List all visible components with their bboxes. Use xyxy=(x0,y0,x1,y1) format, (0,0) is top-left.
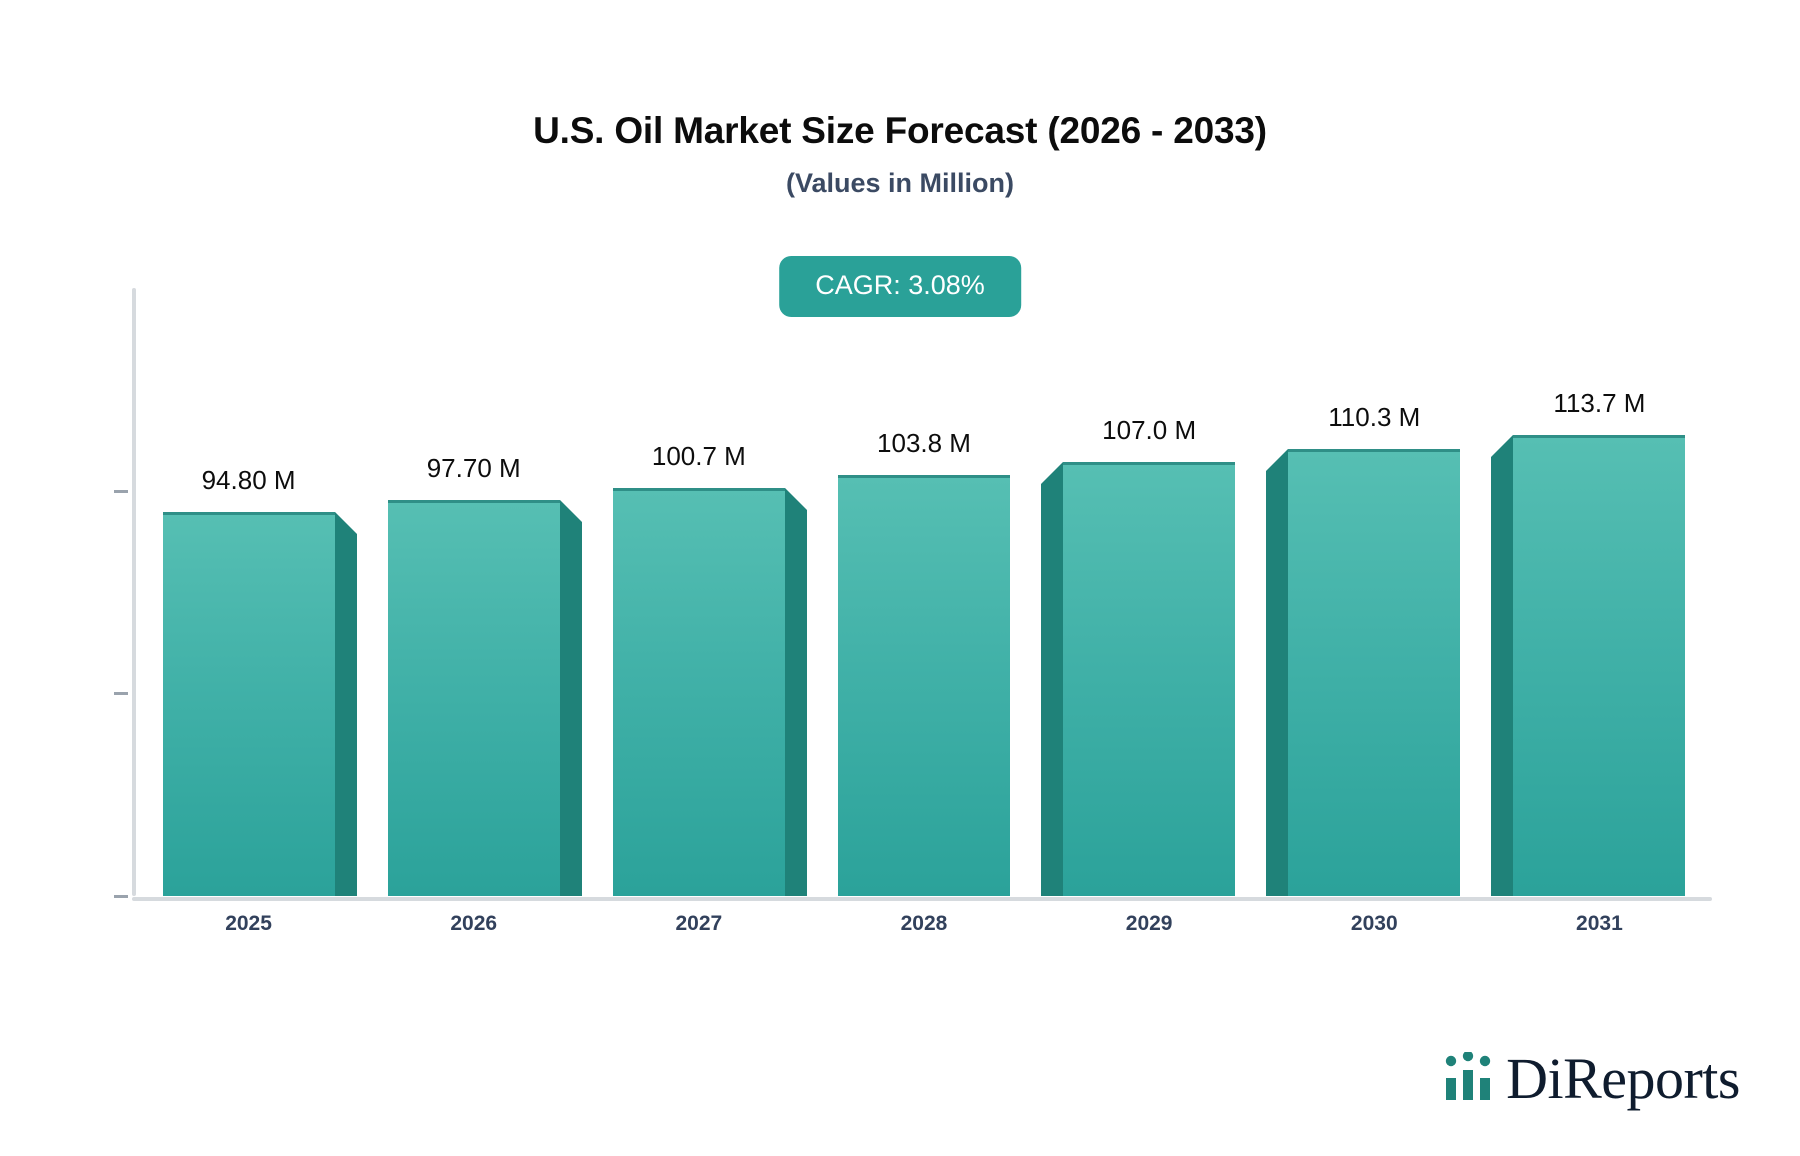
chart-subtitle: (Values in Million) xyxy=(785,168,1015,198)
bar-face[interactable] xyxy=(838,475,1010,896)
y-tick-mark xyxy=(114,489,128,493)
y-tick-mark xyxy=(114,895,128,898)
bar-group[interactable]: 110.3 M xyxy=(1266,288,1461,896)
bar-top-bevel xyxy=(1491,435,1514,458)
bar-value-label: 110.3 M xyxy=(1328,401,1421,432)
bar-side-face xyxy=(1266,470,1289,896)
bar-value-label: 107.0 M xyxy=(1102,415,1197,446)
x-axis-labels: 2025 2026 2027 2028 2029 2030 2031 xyxy=(136,912,1712,952)
bar-value-label: 94.80 M xyxy=(201,464,296,495)
x-axis-category-label: 2029 xyxy=(1125,912,1173,935)
chart-title: U.S. Oil Market Size Forecast (2026 - 20… xyxy=(533,110,1267,151)
bar-top-bevel xyxy=(1266,448,1289,471)
bar-group[interactable]: 100.7 M xyxy=(612,288,807,896)
bar-face[interactable] xyxy=(1288,448,1461,896)
bar-group[interactable]: 103.8 M xyxy=(838,288,1010,896)
bar-value-label: 100.7 M xyxy=(651,440,746,471)
bar-face[interactable] xyxy=(387,500,560,896)
bar-side-face xyxy=(784,509,807,896)
x-axis-category-label: 2031 xyxy=(1576,912,1623,935)
bar-group[interactable]: 113.7 M xyxy=(1491,288,1686,896)
bar-group[interactable]: 97.70 M xyxy=(387,288,582,896)
bar-face[interactable] xyxy=(162,511,335,896)
x-axis-category-label: 2025 xyxy=(225,912,272,935)
bar-top-bevel xyxy=(784,487,807,510)
bar-group[interactable]: 107.0 M xyxy=(1041,288,1236,896)
bar-side-face xyxy=(559,522,582,896)
bar-side-face xyxy=(334,533,357,896)
x-axis-category-label: 2030 xyxy=(1350,912,1398,935)
y-axis-line xyxy=(132,288,136,896)
bar-chart-icon xyxy=(1444,1050,1498,1107)
bar-series: 94.80 M 97.70 M 100.7 M 103.8 M 107.0 M 110.3… xyxy=(136,288,1712,896)
brand-logo: DiReports xyxy=(1444,1050,1740,1108)
bar-top-bevel xyxy=(1041,462,1064,485)
x-axis-category-label: 2027 xyxy=(675,912,723,935)
bar-group[interactable]: 94.80 M xyxy=(162,288,357,896)
bar-side-face xyxy=(1491,457,1514,896)
bar-value-label: 113.7 M xyxy=(1553,388,1646,419)
x-axis-category-label: 2026 xyxy=(450,912,498,935)
bar-face[interactable] xyxy=(1063,462,1236,896)
bar-value-label: 103.8 M xyxy=(877,428,971,459)
bar-side-face xyxy=(1041,484,1064,896)
bar-top-bevel xyxy=(334,511,357,534)
x-axis-category-label: 2028 xyxy=(900,912,948,935)
bar-face[interactable] xyxy=(1513,435,1686,896)
bar-face[interactable] xyxy=(612,487,785,896)
cagr-badge: CAGR: 3.08% xyxy=(779,256,1021,317)
y-tick-mark xyxy=(114,692,128,696)
bar-top-bevel xyxy=(559,500,582,522)
bar-value-label: 97.70 M xyxy=(426,453,521,483)
x-axis-line xyxy=(132,897,1712,901)
brand-name: DiReports xyxy=(1506,1046,1740,1111)
